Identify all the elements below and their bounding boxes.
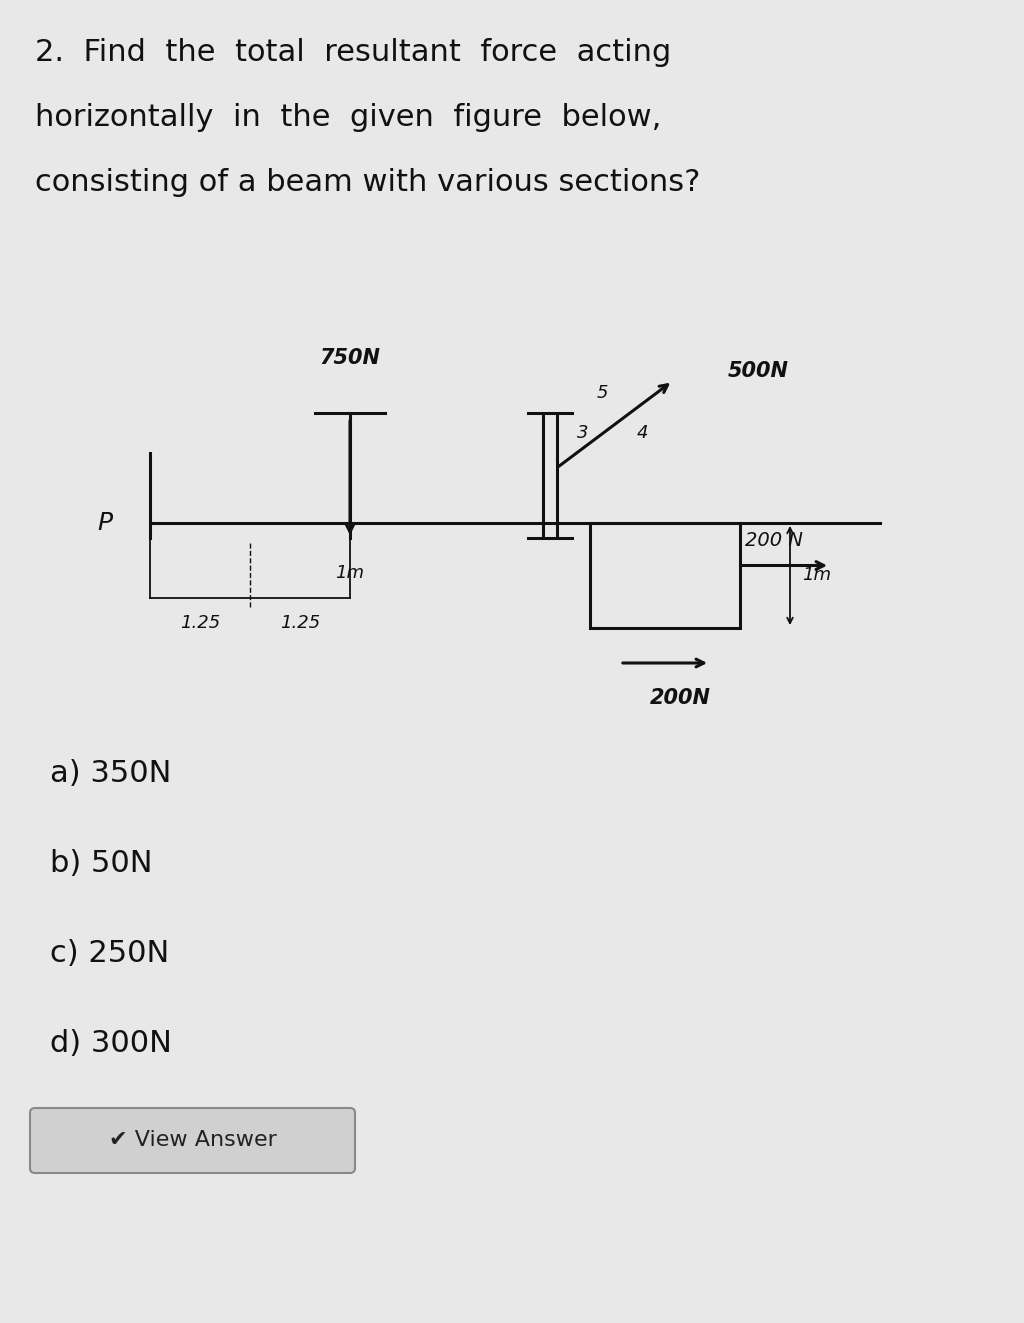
Text: 3: 3 [577, 425, 588, 442]
Text: 4: 4 [637, 425, 648, 442]
Text: P: P [97, 511, 113, 534]
Text: 1m: 1m [336, 564, 365, 582]
Text: consisting of a beam with various sections?: consisting of a beam with various sectio… [35, 168, 700, 197]
Text: 200 N: 200 N [745, 531, 803, 550]
Text: 2.  Find  the  total  resultant  force  acting: 2. Find the total resultant force acting [35, 38, 672, 67]
Text: 1.25: 1.25 [280, 614, 321, 632]
Text: 750N: 750N [319, 348, 381, 368]
Text: d) 300N: d) 300N [50, 1028, 172, 1057]
Text: b) 50N: b) 50N [50, 848, 153, 877]
Text: 1.25: 1.25 [180, 614, 220, 632]
Text: 5: 5 [597, 384, 608, 402]
Text: a) 350N: a) 350N [50, 758, 171, 787]
Text: 500N: 500N [728, 361, 788, 381]
Text: 200N: 200N [649, 688, 711, 708]
Text: c) 250N: c) 250N [50, 938, 169, 967]
Text: ✔ View Answer: ✔ View Answer [109, 1130, 276, 1151]
Text: 1m: 1m [802, 566, 831, 585]
Text: horizontally  in  the  given  figure  below,: horizontally in the given figure below, [35, 103, 662, 132]
FancyBboxPatch shape [30, 1107, 355, 1174]
